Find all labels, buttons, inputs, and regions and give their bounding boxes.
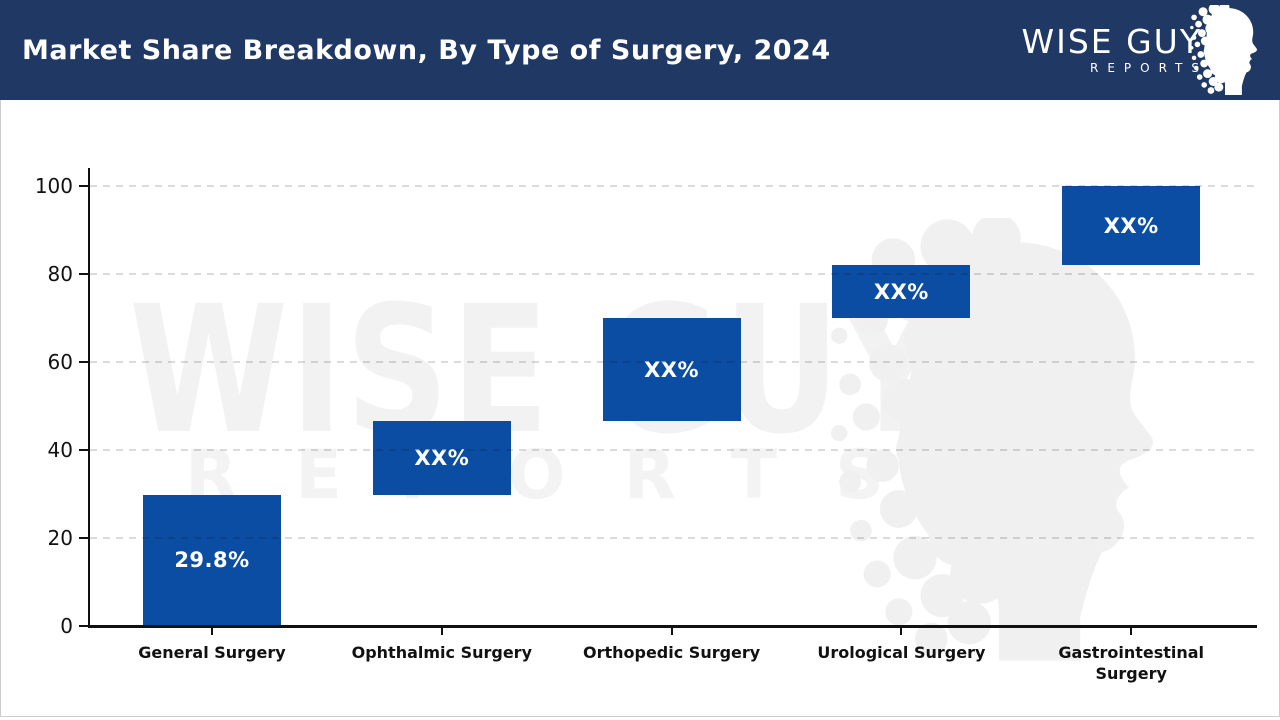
logo-wordmark: WISE GUY — [1021, 21, 1202, 61]
gridline-20 — [90, 537, 1257, 539]
y-tick-80 — [79, 273, 88, 275]
gridline-40 — [90, 449, 1257, 451]
header: Market Share Breakdown, By Type of Surge… — [0, 0, 1280, 100]
logo-text: WISE GUY REPORTS — [1021, 21, 1202, 75]
watermark-subtitle: REPORTS — [185, 436, 943, 515]
y-tick-60 — [79, 361, 88, 363]
x-tick-0 — [211, 628, 213, 635]
gridline-60 — [90, 361, 1257, 363]
bar-value-label: XX% — [414, 446, 470, 471]
y-tick-label-100: 100 — [34, 174, 73, 198]
logo-face-icon — [1188, 5, 1262, 95]
gridline-80 — [90, 273, 1257, 275]
y-tick-label-40: 40 — [47, 438, 73, 462]
bar-segment: XX% — [832, 265, 971, 318]
bar-segment: 29.8% — [143, 494, 281, 626]
chart-canvas: WISE GUY REPORTS 0 20 40 60 80 100 29.8% Genera… — [0, 100, 1280, 717]
bar-value-label: XX% — [873, 279, 929, 304]
y-axis-line — [88, 168, 90, 628]
x-axis-line — [88, 625, 1257, 628]
x-tick-label-3: Urological Surgery — [817, 643, 986, 662]
y-tick-label-20: 20 — [47, 526, 73, 550]
x-tick-label-1: Ophthalmic Surgery — [351, 643, 532, 662]
bar-value-label: XX% — [1103, 213, 1159, 238]
y-tick-label-80: 80 — [47, 262, 73, 286]
y-tick-20 — [79, 537, 88, 539]
x-tick-label-2: Orthopedic Surgery — [582, 643, 761, 662]
y-tick-label-60: 60 — [47, 350, 73, 374]
bar-segment: XX% — [372, 421, 511, 495]
watermark-wordmark: WISE GUY — [129, 268, 948, 473]
wise-guy-reports-logo: WISE GUY REPORTS — [1021, 5, 1262, 95]
bar-segment: XX% — [602, 318, 741, 422]
x-tick-label-4: Gastrointestinal Surgery — [1058, 643, 1205, 683]
bar-value-label: 29.8% — [174, 548, 250, 573]
bar-value-label: XX% — [644, 357, 700, 382]
plot-area: 0 20 40 60 80 100 29.8% General Surgery XX% Ophth… — [1, 100, 1279, 716]
y-tick-0 — [79, 625, 88, 627]
bar-segment: XX% — [1062, 186, 1201, 266]
y-tick-40 — [79, 449, 88, 451]
x-tick-3 — [900, 628, 903, 635]
x-tick-4 — [1130, 628, 1133, 635]
gridline-100 — [90, 185, 1257, 187]
chart-title: Market Share Breakdown, By Type of Surge… — [22, 34, 831, 66]
logo-subtitle: REPORTS — [1089, 61, 1208, 76]
x-tick-1 — [440, 628, 443, 635]
x-tick-label-0: General Surgery — [138, 643, 286, 662]
y-tick-100 — [79, 185, 88, 187]
y-tick-label-0: 0 — [60, 614, 73, 638]
x-tick-2 — [670, 628, 673, 635]
